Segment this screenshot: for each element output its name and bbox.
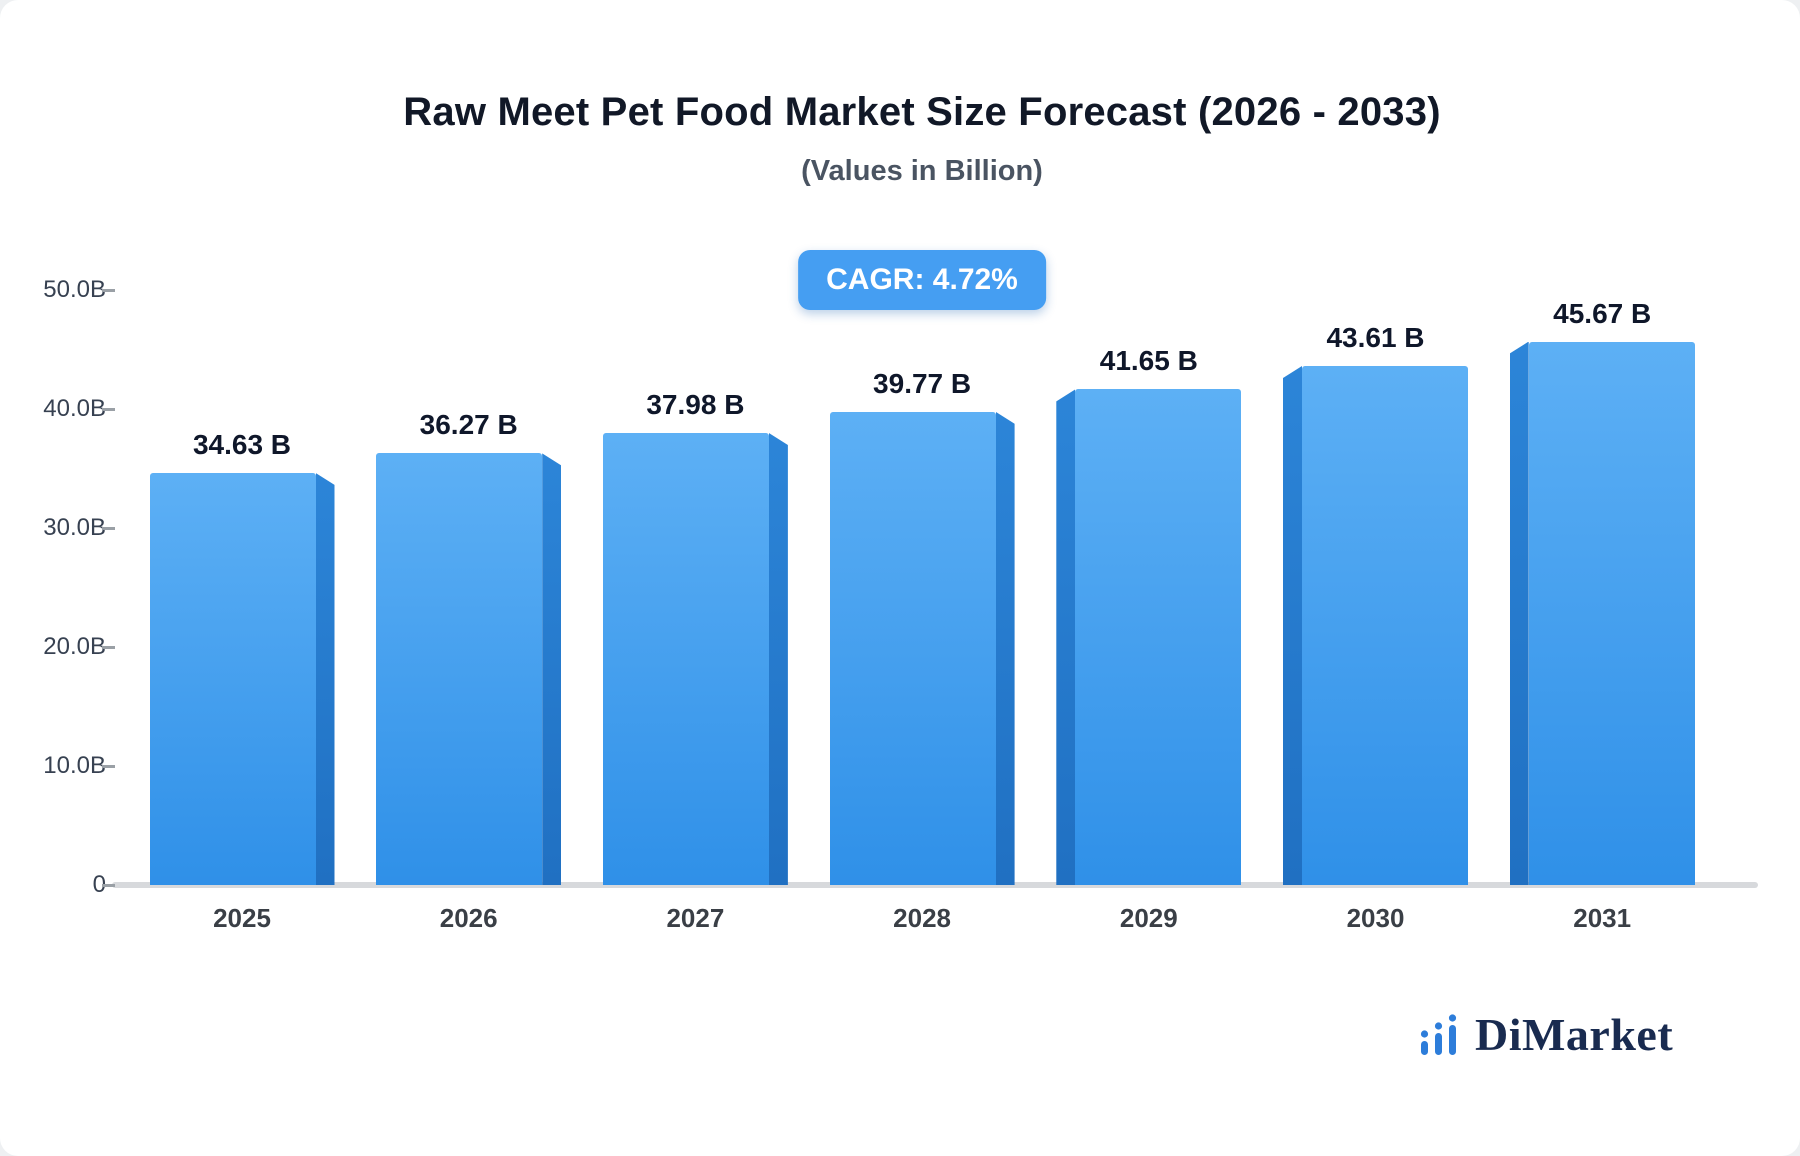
y-tick-label: 40.0B [43, 395, 106, 422]
bar-side-shade [768, 433, 788, 885]
x-label-2027: 2027 [666, 903, 725, 933]
value-label-2029: 41.65 B [1099, 345, 1198, 377]
bar-side-shade [315, 472, 335, 885]
x-label-2031: 2031 [1573, 903, 1632, 933]
value-label-2028: 39.77 B [873, 367, 972, 399]
y-tick-label: 10.0B [43, 752, 106, 779]
chart-subtitle: (Values in Billion) [801, 155, 1043, 187]
bar-side-shade [995, 411, 1015, 885]
x-label-2025: 2025 [213, 903, 271, 933]
value-label-2027: 37.98 B [646, 389, 745, 421]
chart-header: Raw Meet Pet Food Market Size Forecast (… [22, 90, 1800, 188]
brand-name: DiMarket [1475, 1009, 1674, 1060]
y-tick-mark [102, 407, 115, 411]
bar-face [376, 453, 543, 885]
bar-face [1075, 389, 1242, 885]
y-tick-mark [102, 764, 115, 768]
value-label-2031: 45.67 B [1553, 297, 1652, 329]
bar-side-shade [542, 453, 562, 885]
value-label-2026: 36.27 B [419, 409, 518, 441]
bar-face [602, 433, 769, 885]
cagr-badge: CAGR: 4.72% [798, 250, 1046, 310]
bar-side-shade [1283, 366, 1302, 885]
x-label-2028: 2028 [893, 903, 952, 933]
bar-2025: 34.63 B [149, 429, 335, 885]
y-tick-label: 30.0B [43, 514, 106, 541]
bar-2030: 43.61 B [1283, 322, 1468, 885]
bar-face [829, 411, 996, 885]
x-label-2030: 2030 [1346, 903, 1405, 933]
bar-2026: 36.27 B [376, 409, 562, 885]
y-tick-label: 0 [92, 871, 106, 898]
chart-title: Raw Meet Pet Food Market Size Forecast (… [403, 90, 1441, 134]
value-label-2025: 34.63 B [192, 428, 292, 460]
y-tick-mark [102, 288, 115, 292]
y-tick-label: 50.0B [43, 276, 106, 303]
bar-2031: 45.67 B [1509, 298, 1695, 885]
bar-2028: 39.77 B [829, 368, 1015, 885]
bar-side-shade [1509, 341, 1529, 885]
bar-2029: 41.65 B [1056, 345, 1242, 885]
x-label-2029: 2029 [1119, 903, 1178, 933]
y-tick-mark [102, 883, 115, 887]
bar-2027: 37.98 B [602, 389, 788, 885]
bar-face [1528, 341, 1695, 885]
y-tick-mark [102, 645, 115, 649]
y-axis: 0 10.0B 20.0B 30.0B 40.0B 50.0B [10, 276, 106, 898]
bar-chart-plot-area: 34.63 B 2025 36.27 B 2026 37.98 B 2027 39.77 B… [102, 288, 1758, 933]
x-axis-line [112, 882, 1758, 888]
bar-face [149, 472, 316, 885]
bar-face [1302, 366, 1468, 885]
value-label-2030: 43.61 B [1326, 322, 1425, 354]
dimarket-icon [1420, 1013, 1457, 1055]
x-label-2026: 2026 [439, 903, 498, 933]
brand-logo: DiMarket [1415, 1008, 1673, 1061]
y-tick-label: 20.0B [43, 633, 106, 660]
bar-side-shade [1056, 389, 1076, 885]
y-tick-mark [102, 526, 115, 530]
